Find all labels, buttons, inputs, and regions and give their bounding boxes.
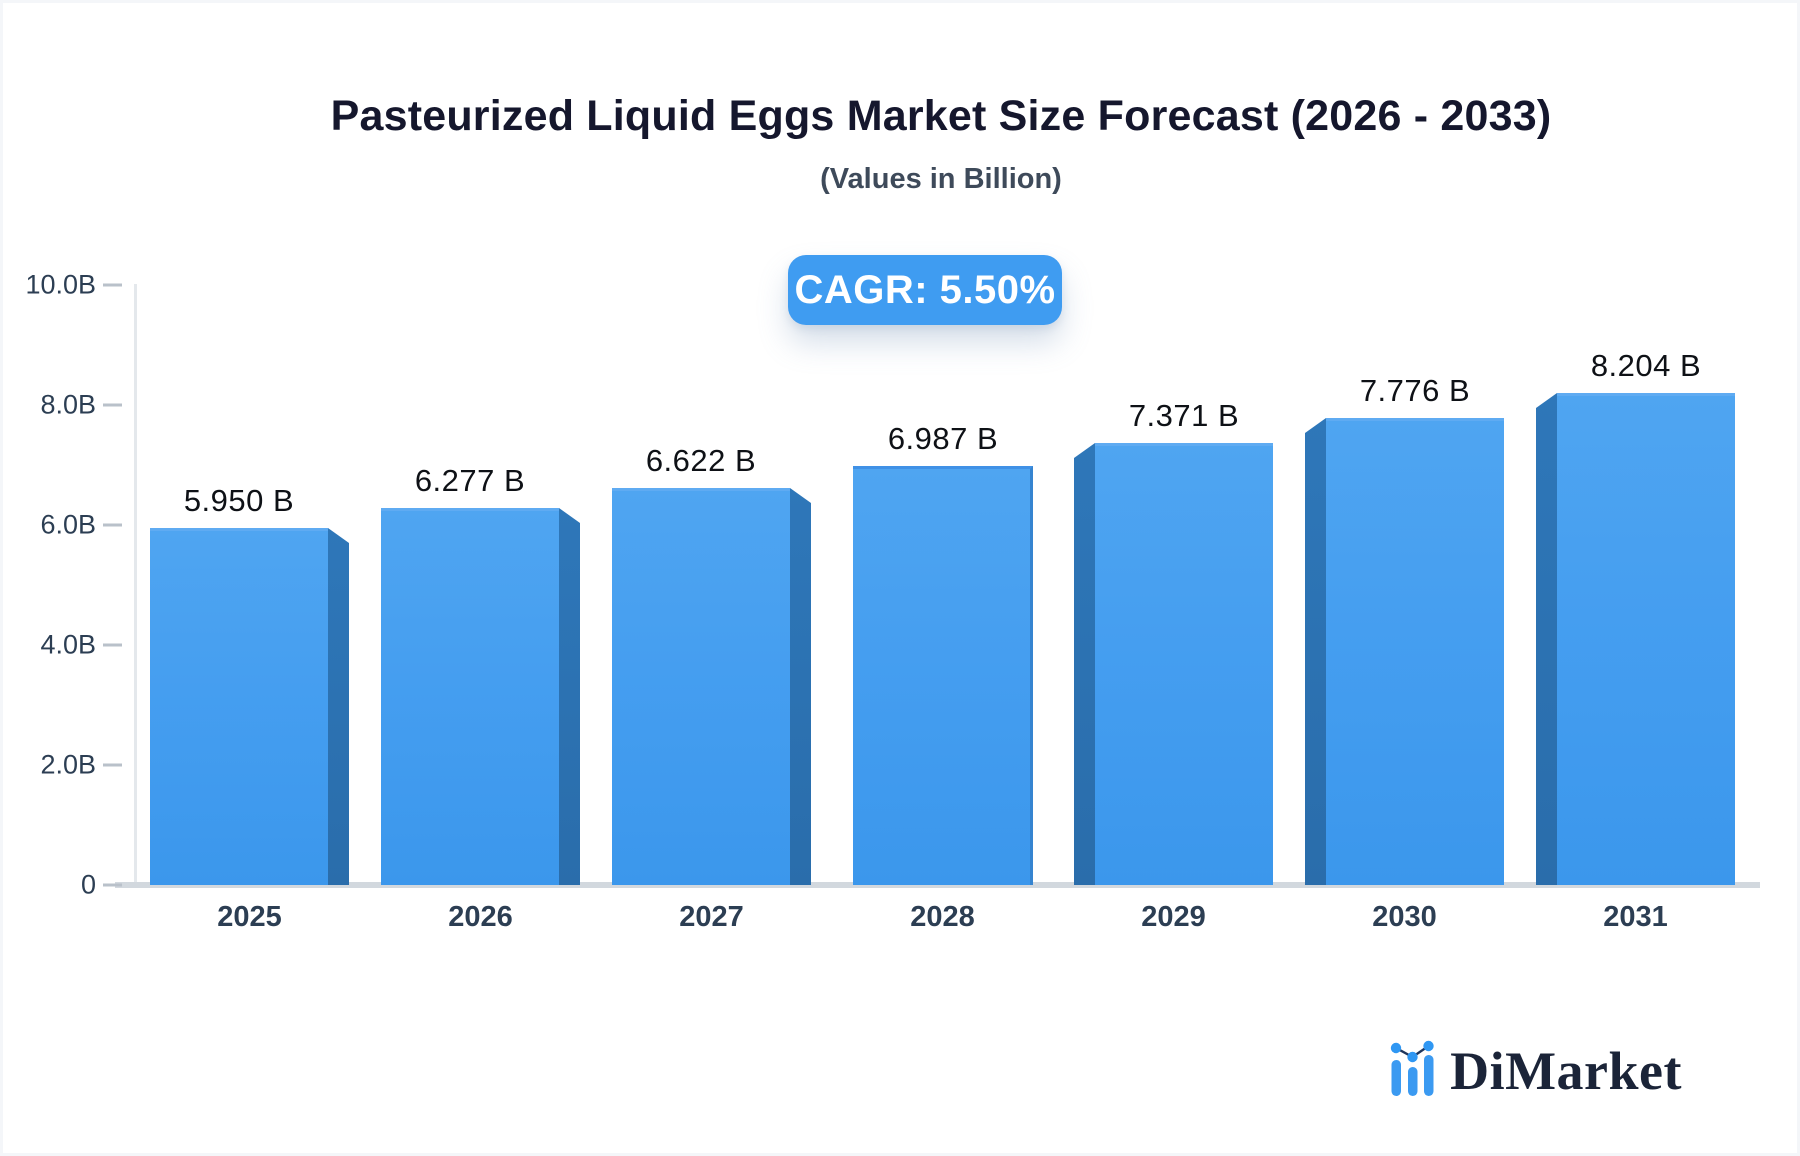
y-axis-tick-mark bbox=[103, 763, 122, 767]
y-axis-tick-label: 10.0B bbox=[25, 269, 96, 300]
bar-value-label: 8.204 B bbox=[1590, 348, 1702, 383]
bar-value-label: 6.987 B bbox=[887, 421, 999, 456]
x-axis-category-label: 2026 bbox=[448, 901, 513, 933]
bar-3d-side bbox=[559, 508, 580, 885]
y-axis-tick-mark bbox=[103, 883, 122, 887]
x-axis-category-label: 2027 bbox=[679, 901, 744, 933]
y-axis-tick-mark bbox=[103, 643, 122, 647]
bar-2027 bbox=[612, 488, 790, 885]
y-axis-line bbox=[134, 284, 137, 885]
x-axis-category-label: 2030 bbox=[1372, 901, 1437, 933]
bar-2028 bbox=[853, 466, 1033, 885]
x-axis-category-label: 2028 bbox=[910, 901, 975, 933]
bar-2025 bbox=[150, 528, 328, 885]
chart-header: Pasteurized Liquid Eggs Market Size Fore… bbox=[82, 92, 1800, 196]
y-axis-tick-label: 0 bbox=[80, 869, 96, 900]
bar-chart-logo-icon bbox=[1390, 1040, 1434, 1096]
x-axis-category-label: 2031 bbox=[1603, 901, 1668, 933]
bar-2026 bbox=[381, 508, 559, 885]
y-axis-tick-label: 4.0B bbox=[40, 629, 96, 660]
dimarket-logo: DiMarket bbox=[1390, 1038, 1682, 1098]
cagr-badge-label: CAGR: 5.50% bbox=[794, 267, 1056, 312]
bar-2031 bbox=[1557, 393, 1735, 885]
bar-3d-side bbox=[1305, 418, 1326, 885]
logo-text: DiMarket bbox=[1450, 1041, 1682, 1101]
bar-value-label: 6.622 B bbox=[645, 443, 757, 478]
y-axis-tick-label: 6.0B bbox=[40, 509, 96, 540]
x-axis-category-label: 2025 bbox=[217, 901, 282, 933]
x-axis-category-label: 2029 bbox=[1141, 901, 1206, 933]
bar-value-label: 6.277 B bbox=[414, 463, 526, 498]
x-axis-line bbox=[115, 882, 1760, 888]
y-axis-tick-label: 2.0B bbox=[40, 749, 96, 780]
chart-subtitle: (Values in Billion) bbox=[820, 163, 1062, 195]
bar-value-label: 7.371 B bbox=[1128, 398, 1240, 433]
bar-value-label: 5.950 B bbox=[183, 483, 295, 518]
bar-3d-side bbox=[1536, 393, 1557, 885]
bar-2029 bbox=[1095, 443, 1273, 885]
bar-3d-side bbox=[328, 528, 349, 885]
bar-3d-side bbox=[1074, 443, 1095, 885]
bar-2030 bbox=[1326, 418, 1504, 885]
bar-value-label: 7.776 B bbox=[1359, 373, 1471, 408]
chart-title: Pasteurized Liquid Eggs Market Size Fore… bbox=[330, 92, 1552, 140]
y-axis-tick-mark bbox=[103, 403, 122, 407]
y-axis-tick-mark bbox=[103, 523, 122, 527]
cagr-badge: CAGR: 5.50% bbox=[788, 255, 1062, 325]
y-axis-tick-label: 8.0B bbox=[40, 389, 96, 420]
y-axis-tick-mark bbox=[103, 283, 122, 287]
bar-3d-side bbox=[790, 488, 811, 885]
